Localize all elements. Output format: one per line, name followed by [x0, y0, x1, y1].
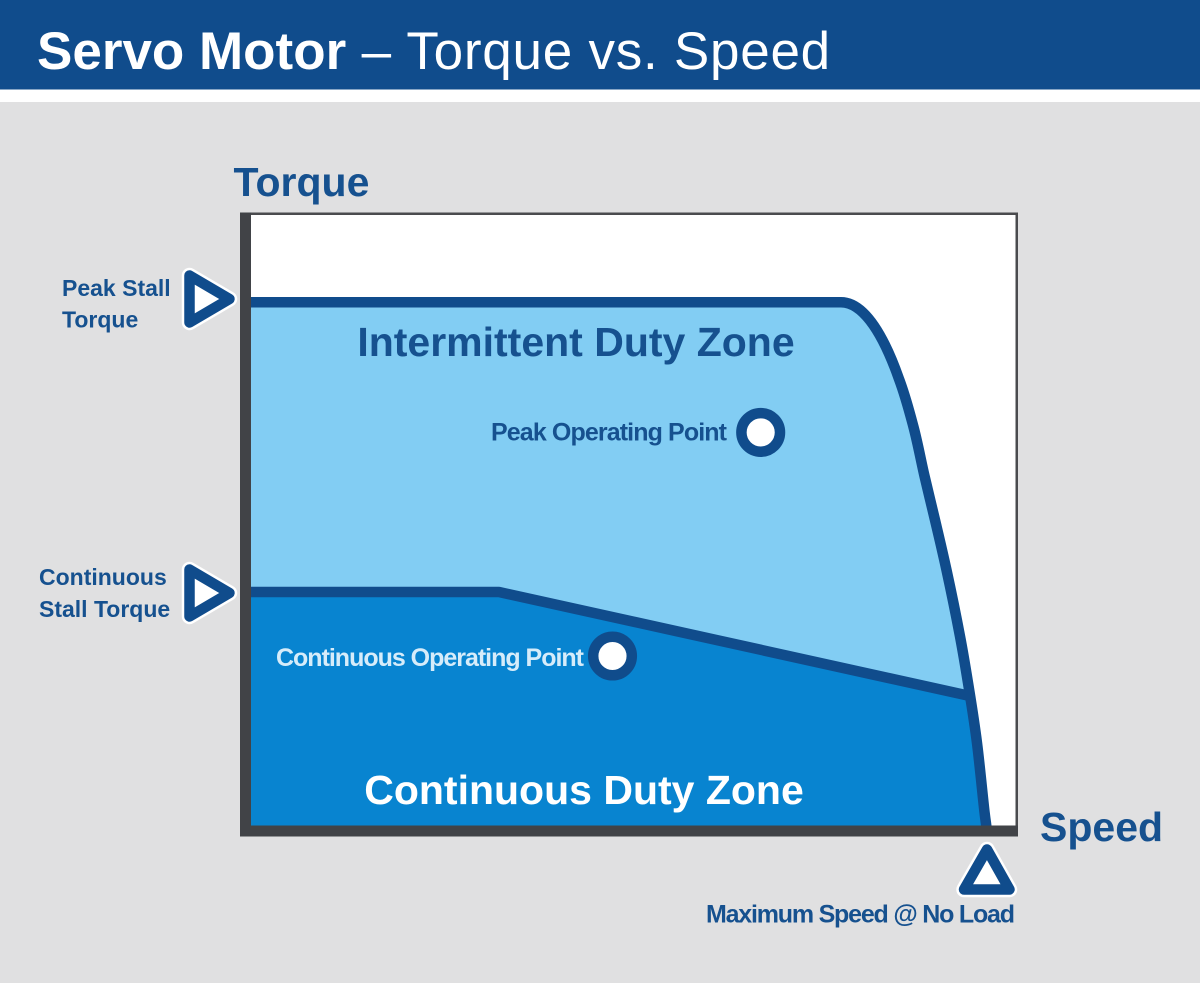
svg-text:Peak Stall: Peak Stall [62, 275, 171, 301]
svg-text:Continuous: Continuous [39, 564, 167, 590]
svg-text:Peak Operating Point: Peak Operating Point [491, 419, 728, 447]
svg-text:Stall Torque: Stall Torque [39, 596, 170, 622]
svg-text:Intermittent Duty Zone: Intermittent Duty Zone [357, 319, 794, 365]
svg-text:Torque: Torque [234, 159, 370, 205]
svg-text:Continuous Duty Zone: Continuous Duty Zone [364, 767, 804, 813]
svg-text:Continuous Operating Point: Continuous Operating Point [276, 644, 585, 672]
svg-text:Maximum Speed @ No Load: Maximum Speed @ No Load [706, 901, 1015, 929]
svg-text:Speed: Speed [1040, 804, 1163, 850]
svg-text:Servo Motor – Torque vs. Speed: Servo Motor – Torque vs. Speed [37, 22, 831, 81]
svg-text:Torque: Torque [62, 307, 138, 333]
